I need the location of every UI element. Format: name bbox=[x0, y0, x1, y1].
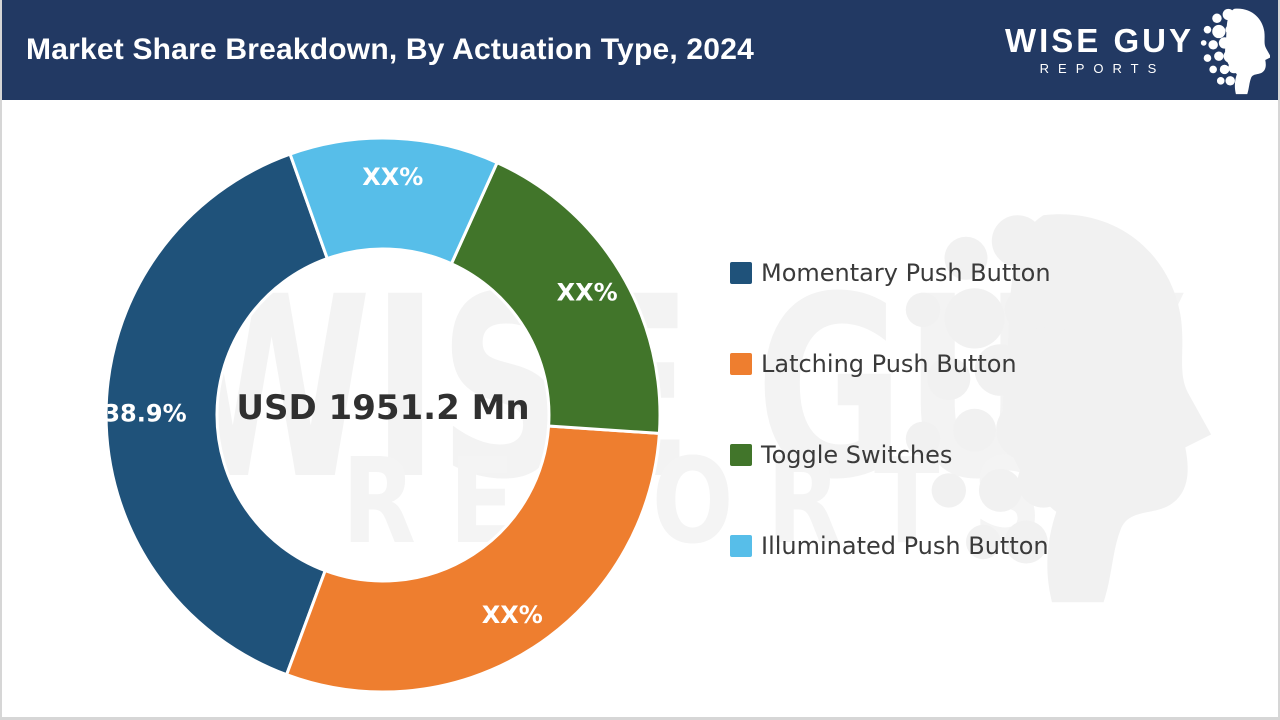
slice-label-momentary-push-button: 38.9% bbox=[103, 399, 186, 427]
donut-slice-toggle-switches bbox=[449, 161, 662, 435]
legend-swatch-momentary bbox=[730, 262, 752, 284]
donut-chart: WISE GUY R E P O R T S 38.9% XX% XX% XX% bbox=[103, 136, 1212, 694]
logo-head-icon bbox=[1200, 8, 1270, 94]
donut-slice-illuminated-push-button bbox=[288, 136, 499, 266]
legend-swatch-latching bbox=[730, 353, 752, 375]
legend-item-illuminated-push-button: Illuminated Push Button bbox=[730, 530, 1049, 562]
wise-guy-reports-logo: WISE GUY REPORTS bbox=[1004, 5, 1278, 96]
slice-label-illuminated-push-button: XX% bbox=[362, 163, 423, 191]
legend-item-toggle-switches: Toggle Switches bbox=[730, 439, 952, 471]
watermark-head-icon bbox=[905, 214, 1212, 603]
legend-item-momentary-push-button: Momentary Push Button bbox=[730, 257, 1051, 289]
donut-slice-momentary-push-button bbox=[104, 152, 329, 677]
slice-label-latching-push-button: XX% bbox=[482, 601, 543, 629]
donut-slice-latching-push-button bbox=[285, 424, 661, 694]
logo-line1: WISE GUY bbox=[1004, 22, 1194, 59]
legend-item-latching-push-button: Latching Push Button bbox=[730, 348, 1017, 380]
logo-wordmark: WISE GUY REPORTS bbox=[1004, 22, 1194, 77]
slice-label-toggle-switches: XX% bbox=[557, 279, 618, 307]
donut-center-value: USD 1951.2 Mn bbox=[236, 388, 530, 428]
legend-label-momentary: Momentary Push Button bbox=[761, 259, 1051, 287]
legend-swatch-toggle bbox=[730, 444, 752, 466]
header-bar: Market Share Breakdown, By Actuation Typ… bbox=[2, 0, 1278, 100]
page-title: Market Share Breakdown, By Actuation Typ… bbox=[26, 33, 754, 66]
legend-label-toggle: Toggle Switches bbox=[761, 441, 953, 469]
logo-line2: REPORTS bbox=[1039, 61, 1166, 76]
legend-label-illuminated: Illuminated Push Button bbox=[761, 532, 1049, 560]
slice-labels: 38.9% XX% XX% XX% bbox=[103, 163, 617, 629]
watermark: WISE GUY R E P O R T S bbox=[172, 214, 1212, 603]
donut-slices bbox=[104, 136, 662, 694]
legend-label-latching: Latching Push Button bbox=[761, 350, 1017, 378]
legend-swatch-illuminated bbox=[730, 535, 752, 557]
